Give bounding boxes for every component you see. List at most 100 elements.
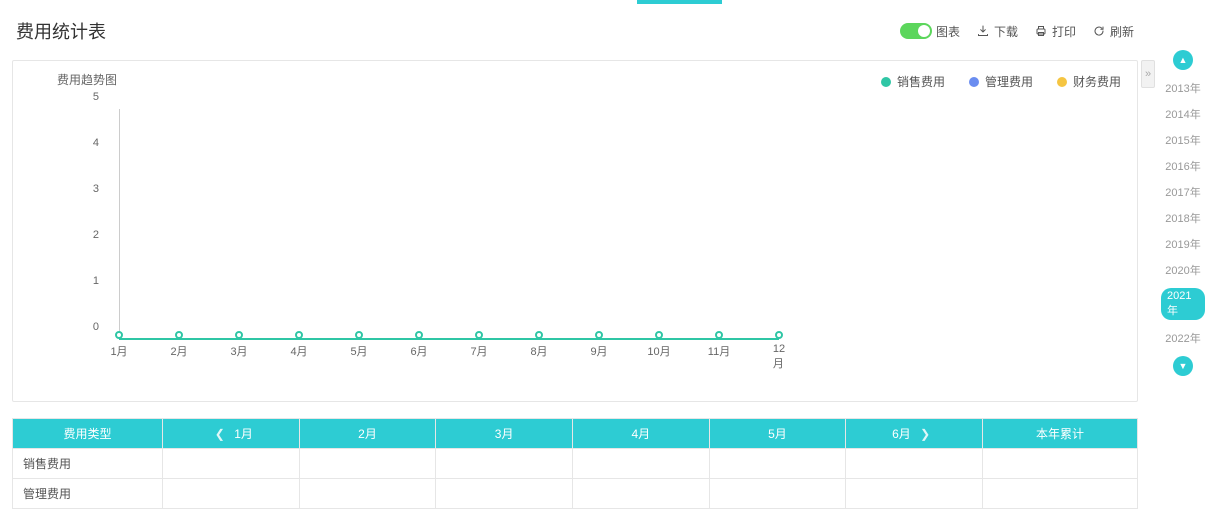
year-item[interactable]: 2021年 [1161,288,1205,320]
series-point [175,331,183,339]
print-label: 打印 [1052,23,1076,40]
table-cell [572,479,709,509]
legend-dot-icon [969,77,979,87]
download-icon [976,24,990,38]
legend-item[interactable]: 管理费用 [969,73,1033,90]
table-cell [299,449,436,479]
series-point [475,331,483,339]
page-title: 费用统计表 [16,18,106,44]
row-total [983,479,1138,509]
table-cell [846,479,983,509]
series-point [295,331,303,339]
col-header-m3: 3月 [436,419,573,449]
trend-chart-card: 费用趋势图 销售费用管理费用财务费用 012345 1月2月3月4月5月6月7月… [12,60,1138,402]
year-item[interactable]: 2020年 [1165,262,1200,278]
x-tick-label: 5月 [350,343,367,359]
y-tick-label: 0 [93,321,99,333]
year-item[interactable]: 2014年 [1165,106,1200,122]
series-point [235,331,243,339]
x-tick-label: 10月 [647,343,670,359]
year-item[interactable]: 2018年 [1165,210,1200,226]
table-cell [436,479,573,509]
year-item[interactable]: 2019年 [1165,236,1200,252]
table-prev-months[interactable]: ❮ [209,427,231,441]
table-header-row: 费用类型 ❮ 1月 2月 3月 4月 5月 6月 ❯ 本年累计 [13,419,1138,449]
table-cell [163,449,300,479]
download-button[interactable]: 下载 [976,23,1018,40]
y-tick-label: 3 [93,183,99,195]
col-header-total: 本年累计 [983,419,1138,449]
table-cell [163,479,300,509]
col-header-m5: 5月 [709,419,846,449]
legend-label: 销售费用 [897,73,945,90]
col-header-m6-label: 6月 [892,427,911,441]
series-point [355,331,363,339]
row-label: 管理费用 [13,479,163,509]
chart-plot-area [119,109,779,339]
year-item[interactable]: 2022年 [1165,330,1200,346]
series-line [119,338,779,340]
year-item[interactable]: 2015年 [1165,132,1200,148]
table-row: 销售费用 [13,449,1138,479]
table-cell [709,449,846,479]
y-tick-label: 4 [93,137,99,149]
y-tick-label: 1 [93,275,99,287]
series-point [655,331,663,339]
year-sidebar: ▲ 2013年 2014年 2015年 2016年 2017年 2018年 2019年 2020… [1161,50,1205,376]
table-next-months[interactable]: ❯ [914,427,936,441]
table-cell [436,449,573,479]
col-header-m1: ❮ 1月 [163,419,300,449]
legend-item[interactable]: 财务费用 [1057,73,1121,90]
table-cell [846,449,983,479]
x-tick-label: 2月 [170,343,187,359]
toggle-switch-icon[interactable] [900,23,932,39]
series-point [535,331,543,339]
col-header-m6: 6月 ❯ [846,419,983,449]
col-header-m4: 4月 [572,419,709,449]
series-point [115,331,123,339]
sidebar-collapse-handle[interactable]: » [1141,60,1155,88]
table-cell [299,479,436,509]
series-point [415,331,423,339]
chart-legend: 销售费用 管理费用 财务费用 [881,73,1121,90]
refresh-icon [1092,24,1106,38]
page-header: 费用统计表 图表 下载 打印 刷新 [0,0,1150,54]
refresh-label: 刷新 [1110,23,1134,40]
x-tick-label: 3月 [230,343,247,359]
download-label: 下载 [994,23,1018,40]
print-button[interactable]: 打印 [1034,23,1076,40]
legend-dot-icon [1057,77,1067,87]
x-tick-label: 7月 [470,343,487,359]
year-item[interactable]: 2017年 [1165,184,1200,200]
refresh-button[interactable]: 刷新 [1092,23,1134,40]
x-tick-label: 9月 [590,343,607,359]
x-tick-label: 4月 [290,343,307,359]
series-point [715,331,723,339]
year-scroll-down[interactable]: ▼ [1173,356,1193,376]
legend-label: 财务费用 [1073,73,1121,90]
table-cell [572,449,709,479]
row-label: 销售费用 [13,449,163,479]
year-item[interactable]: 2016年 [1165,158,1200,174]
table-row: 管理费用 [13,479,1138,509]
y-tick-label: 5 [93,91,99,103]
print-icon [1034,24,1048,38]
legend-item[interactable]: 销售费用 [881,73,945,90]
chart-toggle[interactable]: 图表 [900,23,960,40]
table-cell [709,479,846,509]
chart-toggle-label: 图表 [936,23,960,40]
expense-table: 费用类型 ❮ 1月 2月 3月 4月 5月 6月 ❯ 本年累计 销售费用 [12,418,1138,509]
x-tick-label: 6月 [410,343,427,359]
series-point [595,331,603,339]
year-item[interactable]: 2013年 [1165,80,1200,96]
x-tick-label: 8月 [530,343,547,359]
x-tick-label: 11月 [708,343,730,359]
chart-y-axis-line [119,109,120,339]
col-header-m1-label: 1月 [234,427,253,441]
legend-dot-icon [881,77,891,87]
row-total [983,449,1138,479]
main-content: 费用统计表 图表 下载 打印 刷新 [0,0,1150,510]
year-scroll-up[interactable]: ▲ [1173,50,1193,70]
col-header-m2: 2月 [299,419,436,449]
x-tick-label: 12月 [773,343,785,371]
